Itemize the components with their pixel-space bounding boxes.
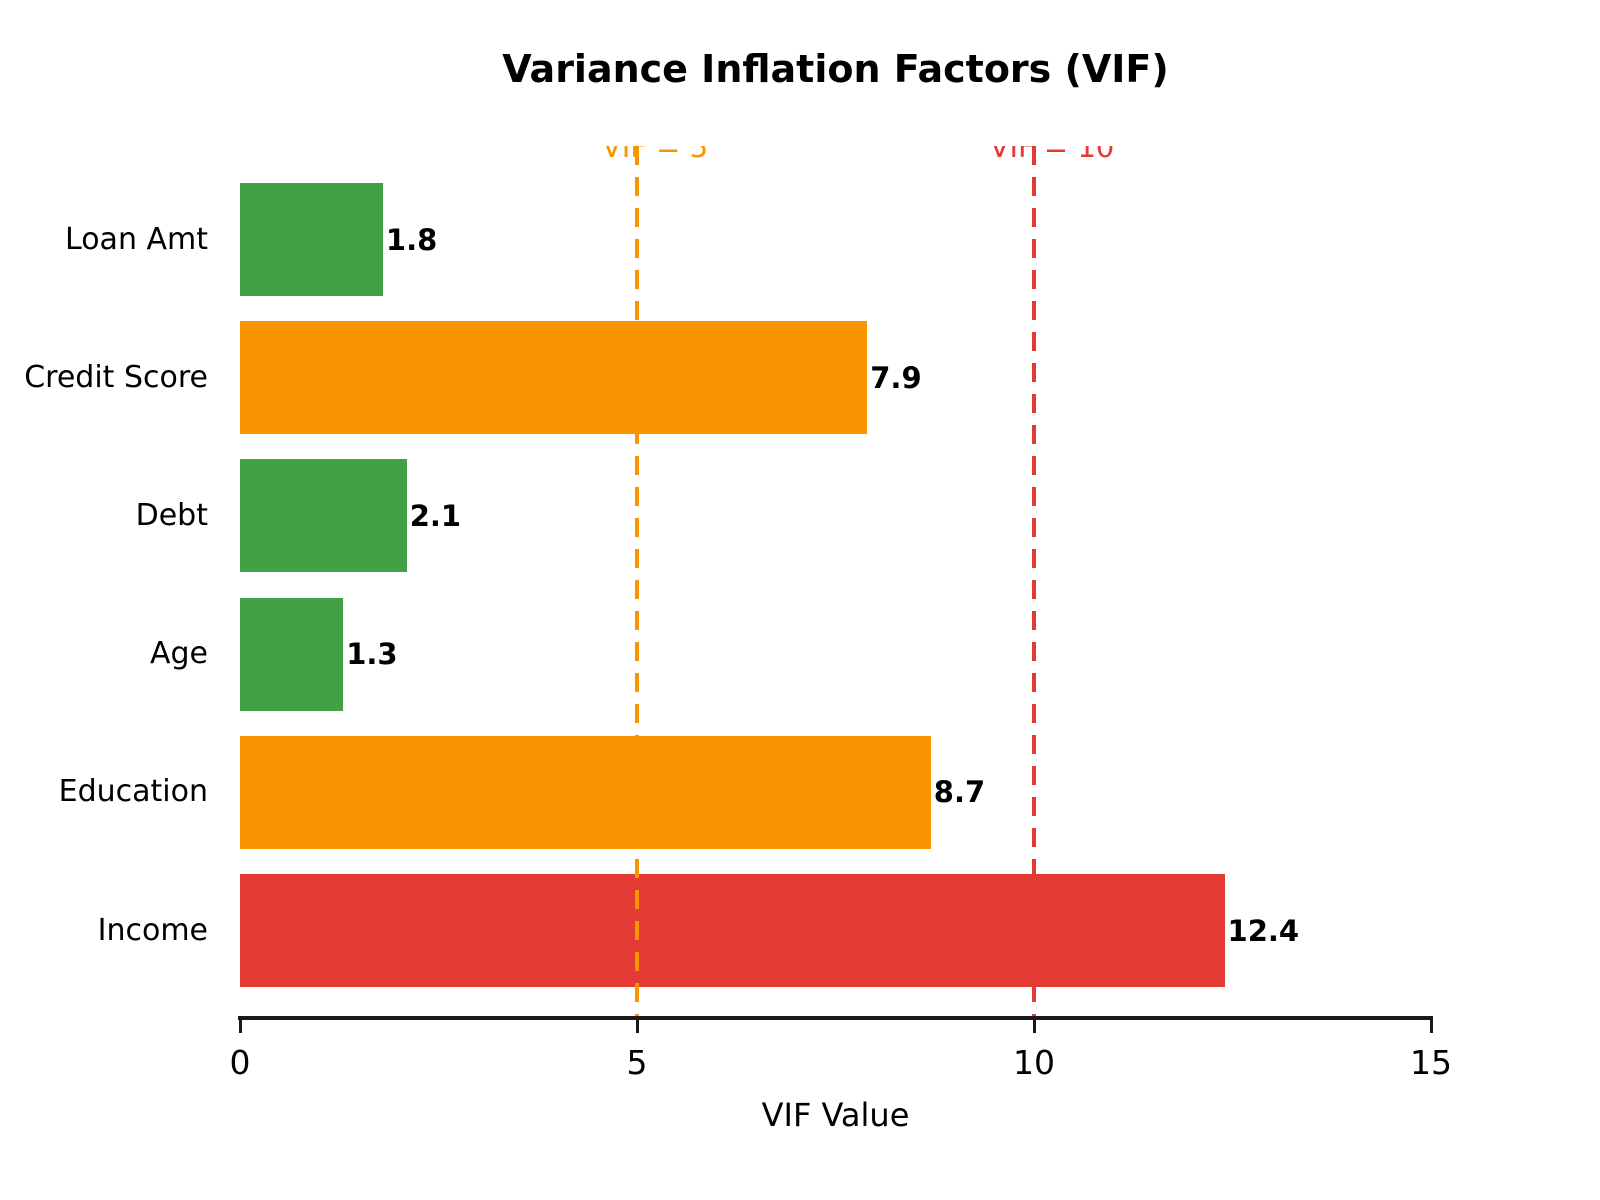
category-label-loan-amt: Loan Amt (65, 221, 208, 257)
x-tick-label: 10 (1013, 1043, 1055, 1082)
bar-credit-score (240, 321, 868, 435)
bar-value-label: 1.3 (346, 637, 398, 672)
reference-line-label-10: VIF = 10 (989, 146, 1115, 164)
category-label-age: Age (149, 636, 208, 672)
x-tick-label: 5 (626, 1043, 648, 1082)
x-axis-ticks: 0 5 10 15 (230, 1018, 1452, 1098)
reference-line-5 (635, 146, 639, 1018)
bar-income (240, 874, 1225, 987)
bar-value-label: 12.4 (1227, 913, 1300, 948)
x-axis-line (238, 1016, 1433, 1020)
category-label-income: Income (97, 912, 208, 948)
reference-line-label-5: VIF = 5 (601, 146, 709, 164)
x-tick-label: 0 (229, 1043, 251, 1082)
bar-loan-amt (240, 183, 383, 296)
bar-education (240, 735, 931, 849)
x-axis-label: VIF Value (761, 1096, 910, 1134)
category-label-credit-score: Credit Score (24, 359, 208, 395)
bar-value-label: 1.8 (385, 222, 438, 257)
chart-title: Variance Inflation Factors (VIF) (502, 47, 1169, 91)
bar-value-label: 7.9 (870, 360, 922, 395)
y-axis-category-labels: Loan Amt Credit Score Debt Age Education Inco… (0, 146, 208, 1018)
x-tick-mark (1032, 1020, 1036, 1033)
bar-debt (240, 459, 407, 573)
x-tick-mark (635, 1020, 639, 1033)
category-label-education: Education (58, 774, 208, 810)
reference-line-10 (1032, 146, 1036, 1018)
bar-value-label: 2.1 (409, 498, 462, 533)
x-tick-mark (1429, 1020, 1433, 1033)
bar-value-label: 8.7 (933, 775, 986, 810)
plot-area: 1.8 7.9 2.1 1.3 8.7 12.4 VIF = 5 VIF = 10 (240, 146, 1431, 1018)
x-tick-label: 15 (1410, 1043, 1452, 1082)
x-tick-mark (238, 1020, 242, 1033)
bar-age (240, 597, 344, 711)
category-label-debt: Debt (135, 497, 208, 533)
